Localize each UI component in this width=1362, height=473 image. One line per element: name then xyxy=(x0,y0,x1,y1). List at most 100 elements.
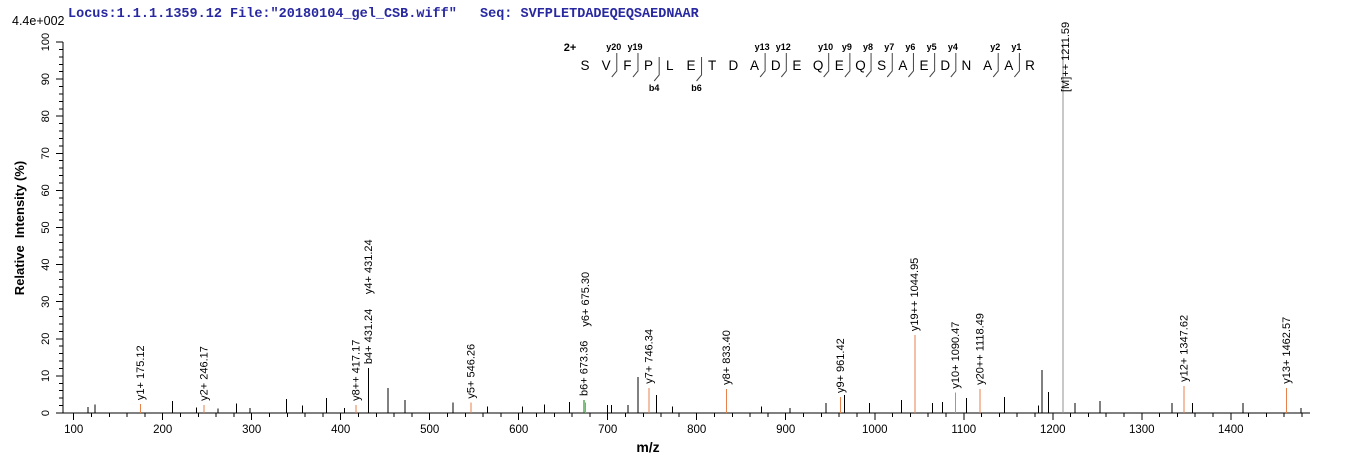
y-tick-label: 50 xyxy=(40,221,52,233)
residue-letter: A xyxy=(983,58,992,73)
residue-letter: T xyxy=(708,58,716,73)
y-ion-bracket xyxy=(759,53,766,78)
peak-label: y20++ 1118.49 xyxy=(975,313,987,385)
y-ion-bracket xyxy=(823,53,830,78)
x-axis-title: m/z xyxy=(636,439,659,455)
y-ion-marker: y2 xyxy=(990,42,1000,52)
y-tick-label: 20 xyxy=(40,333,52,345)
residue-letter: E xyxy=(686,58,695,73)
peak-label: y12+ 1347.62 xyxy=(1179,315,1191,382)
peak-label: y13+ 1462.57 xyxy=(1281,317,1293,384)
y-ion-bracket xyxy=(908,53,914,78)
y-ion-bracket xyxy=(611,53,618,78)
b-ion-marker: b6 xyxy=(691,83,702,93)
x-tick-label: 100 xyxy=(64,424,83,436)
y-tick-label: 100 xyxy=(40,33,52,51)
x-tick-label: 900 xyxy=(776,424,795,436)
y-ion-marker: y8 xyxy=(863,42,873,52)
y-ion-bracket xyxy=(632,53,639,78)
y-tick-label: 10 xyxy=(40,370,52,382)
residue-letter: E xyxy=(792,58,801,73)
y-ion-marker: y4 xyxy=(948,42,958,52)
residue-letter: A xyxy=(898,58,907,73)
peak-label: y7+ 746.34 xyxy=(643,329,655,384)
residue-letter: E xyxy=(835,58,844,73)
y-ion-bracket xyxy=(929,53,936,78)
peak-label: y9+ 961.42 xyxy=(835,338,847,393)
y-ion-bracket xyxy=(844,53,851,78)
y-tick-label: 60 xyxy=(40,184,52,196)
y-ion-marker: y20 xyxy=(606,42,621,52)
y-ion-marker: y7 xyxy=(884,42,894,52)
y-ion-bracket xyxy=(950,53,957,78)
peak-label: y4+ 431.24 xyxy=(363,239,375,294)
y-axis-title: Relative Intensity (%) xyxy=(12,161,27,295)
x-tick-label: 600 xyxy=(509,424,528,436)
y-tick-label: 0 xyxy=(40,410,52,416)
residue-letter: D xyxy=(728,58,738,73)
x-tick-label: 800 xyxy=(687,424,706,436)
peak-label: y6+ 675.30 xyxy=(580,272,592,327)
y-ion-bracket xyxy=(780,53,787,78)
header-locus-file: Locus:1.1.1.1359.12 File:"20180104_gel_C… xyxy=(68,7,457,22)
y-ion-bracket xyxy=(1014,53,1020,78)
x-tick-label: 1400 xyxy=(1218,424,1244,436)
x-tick-label: 1000 xyxy=(862,424,888,436)
residue-letter: L xyxy=(666,58,674,73)
peak-label: b4+ 431.24 xyxy=(363,309,375,364)
residue-letter: D xyxy=(940,58,950,73)
y-tick-label: 90 xyxy=(40,73,52,85)
x-tick-label: 1300 xyxy=(1129,424,1155,436)
x-tick-label: 200 xyxy=(153,424,172,436)
peak-label: y8++ 417.17 xyxy=(350,340,362,401)
x-tick-label: 700 xyxy=(598,424,617,436)
y-ion-bracket xyxy=(886,53,893,78)
y-ion-bracket xyxy=(992,53,999,78)
axes-group: 100 200 300 400 500 600 700 800 900 1000 1100 1200 1… xyxy=(40,33,1310,436)
residue-letter: N xyxy=(962,58,972,73)
y-tick-label: 30 xyxy=(40,296,52,308)
residue-letter: Q xyxy=(813,58,824,73)
y-ion-marker: y5 xyxy=(927,42,937,52)
residue-letter: D xyxy=(771,58,781,73)
y-ion-marker: y19 xyxy=(627,42,642,52)
max-intensity-scale-label: 4.4e+002 xyxy=(12,14,65,28)
peak-label: y5+ 546.26 xyxy=(465,344,477,399)
residue-letter: A xyxy=(1004,58,1013,73)
y-tick-label: 70 xyxy=(40,147,52,159)
precursor-charge-label: 2+ xyxy=(564,42,577,54)
x-tick-label: 1200 xyxy=(1040,424,1066,436)
residue-letter: S xyxy=(877,58,886,73)
residue-letter: F xyxy=(623,58,631,73)
peak-label: y8+ 833.40 xyxy=(721,330,733,385)
peak-label: y1+ 175.12 xyxy=(135,345,147,400)
y-ion-marker: y13 xyxy=(755,42,770,52)
peak-label: y19++ 1044.95 xyxy=(909,258,921,331)
plot-area[interactable] xyxy=(63,42,1310,413)
residue-letter: R xyxy=(1025,58,1035,73)
x-tick-label: 500 xyxy=(420,424,439,436)
b-ion-bracket xyxy=(653,57,660,82)
header-seq-label: Seq: SVFPLETDADEQEQSAEDNAAR xyxy=(480,7,699,22)
y-ion-marker: y9 xyxy=(842,42,852,52)
y-ion-marker: y12 xyxy=(776,42,791,52)
x-tick-label: 300 xyxy=(242,424,261,436)
y-tick-label: 40 xyxy=(40,258,52,270)
residue-letter: S xyxy=(580,58,589,73)
y-ion-marker: y10 xyxy=(818,42,833,52)
residue-letter: Q xyxy=(855,58,866,73)
b-ion-bracket xyxy=(696,57,703,82)
y-ion-marker: y6 xyxy=(905,42,915,52)
residue-letter: A xyxy=(750,58,759,73)
y-tick-label: 80 xyxy=(40,110,52,122)
peak-label: y10+ 1090.47 xyxy=(950,322,962,389)
peak-label: b6+ 673.36 xyxy=(579,341,591,396)
precursor-label: [M]++ 1211.59 xyxy=(1060,22,1072,92)
peak-label: y2+ 246.17 xyxy=(198,346,210,401)
b-ion-marker: b4 xyxy=(649,83,660,93)
residue-letter: P xyxy=(644,58,653,73)
residue-letter: V xyxy=(602,58,611,73)
